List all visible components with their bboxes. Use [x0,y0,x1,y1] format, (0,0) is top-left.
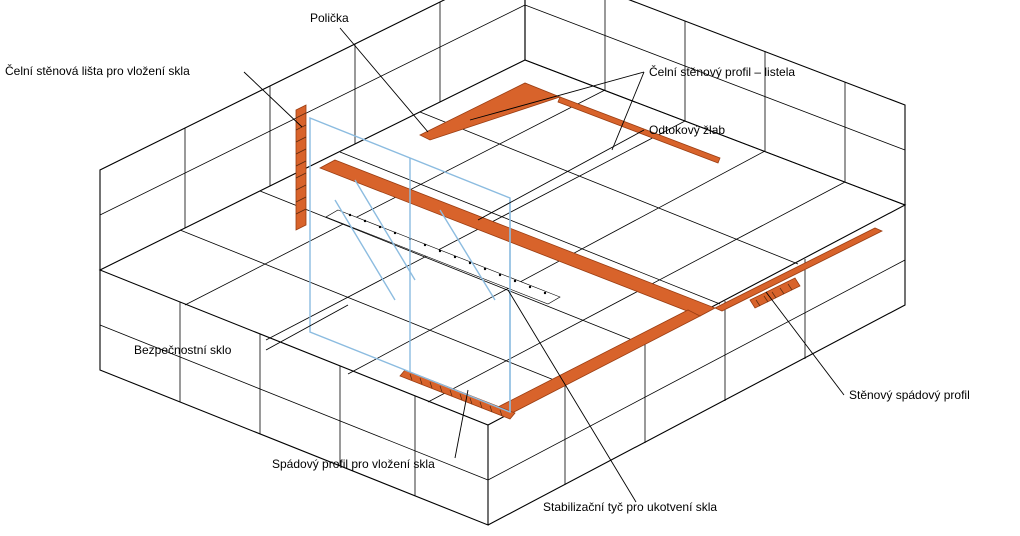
label-policka: Polička [310,11,349,25]
profiles [296,83,882,419]
label-spadovy-profil: Spádový profil pro vložení skla [272,457,435,471]
label-celni-lista: Čelní stěnová lišta pro vložení skla [5,64,190,78]
label-stenovy-spadovy: Stěnový spádový profil [849,388,970,402]
label-stabilizacni-tyc: Stabilizační tyč pro ukotvení skla [543,500,717,514]
shower-diagram [0,0,1020,536]
label-celni-profil: Čelní stěnový profil – listela [649,65,795,79]
label-odtokovy-zlab: Odtokový žlab [649,123,725,137]
label-bezpecnostni-sklo: Bezpečnostní sklo [134,343,231,357]
